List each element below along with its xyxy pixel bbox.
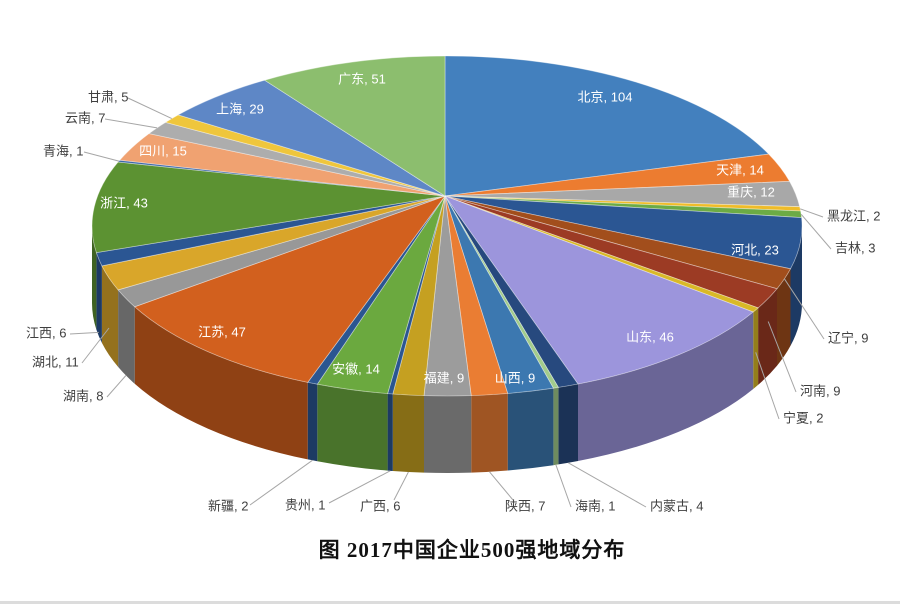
leader-line-3 (800, 208, 824, 218)
leader-line-26 (104, 118, 158, 129)
pie-slice-top-19 (133, 195, 447, 383)
slice-label-inside-5: 河北, 23 (731, 242, 779, 257)
slice-label-inside-2: 重庆, 12 (727, 184, 775, 199)
leader-line-18 (249, 459, 313, 506)
pie-slice-top-22 (95, 195, 446, 267)
leader-line-8 (755, 352, 780, 420)
pie-slice-side-18 (307, 382, 318, 462)
slice-label-inside-12: 山西, 9 (495, 370, 535, 385)
slice-label-inside-17: 安徽, 14 (332, 361, 380, 376)
pie-slice-side-20 (118, 289, 135, 384)
pie-slice-top-15 (392, 195, 446, 397)
pie-slice-top-12 (444, 195, 555, 394)
pie-slice-top-29 (263, 55, 446, 197)
pie-slice-side-9 (578, 312, 754, 461)
slice-label-inside-14: 福建, 9 (424, 370, 464, 385)
pie-slice-side-11 (553, 387, 559, 466)
leader-line-10 (568, 462, 647, 508)
pie-slice-side-7 (758, 288, 777, 385)
slice-label-inside-19: 江苏, 47 (198, 324, 246, 339)
slice-label-inside-23: 浙江, 43 (100, 195, 148, 210)
slice-labels: 北京, 104 天津, 14 重庆, 12 黑龙江, 2 吉林, 3 河北, 23 辽宁, … (26, 71, 880, 513)
slice-label-outside-11: 海南, 1 (575, 498, 615, 513)
leader-line-6 (783, 278, 825, 340)
slice-label-inside-29: 广东, 51 (338, 71, 386, 86)
slice-label-outside-21: 湖北, 11 (32, 354, 79, 369)
pie-top-faces (91, 55, 803, 397)
slice-label-outside-6: 辽宁, 9 (828, 330, 868, 345)
pie-slice-top-17 (316, 195, 446, 395)
leader-line-16 (328, 470, 391, 504)
pie-slice-top-11 (444, 195, 560, 389)
slice-label-outside-13: 陕西, 7 (505, 498, 545, 513)
pie-slice-top-2 (444, 180, 801, 208)
pie-slice-side-23 (92, 226, 97, 330)
chart-title: 图 2017中国企业500强地域分布 (318, 538, 626, 562)
slice-label-outside-10: 内蒙古, 4 (650, 498, 703, 513)
slice-label-outside-24: 青海, 1 (43, 143, 83, 158)
pie-slice-side-5 (790, 226, 802, 346)
slice-label-outside-26: 云南, 7 (65, 110, 105, 125)
pie-slice-top-7 (444, 195, 778, 309)
leader-line-7 (767, 321, 797, 393)
leader-line-27 (127, 97, 173, 120)
slice-label-outside-4: 吉林, 3 (835, 240, 875, 255)
slice-label-inside-25: 四川, 15 (139, 143, 187, 158)
slice-label-inside-9: 山东, 46 (626, 329, 674, 344)
pie-slice-top-13 (444, 195, 509, 397)
leader-line-24 (83, 151, 120, 162)
pie-slice-side-22 (96, 252, 102, 343)
slice-label-outside-16: 贵州, 1 (285, 497, 325, 512)
leader-line-13 (489, 471, 514, 501)
pie-slice-top-21 (101, 195, 446, 291)
leader-line-21 (81, 327, 110, 364)
slice-label-inside-28: 上海, 29 (216, 101, 264, 116)
pie-slice-side-12 (507, 388, 554, 471)
leader-line-4 (800, 213, 832, 250)
pie-slice-side-10 (558, 384, 578, 465)
pie-slice-top-14 (423, 195, 472, 397)
pie-slice-top-5 (444, 195, 803, 270)
slice-label-inside-0: 北京, 104 (578, 89, 633, 104)
leader-line-20 (106, 375, 127, 398)
leader-line-15 (393, 471, 409, 501)
pie-slice-top-1 (444, 153, 791, 197)
pie-slice-side-6 (777, 268, 791, 366)
slice-label-outside-27: 甘肃, 5 (88, 89, 128, 104)
pie-slice-top-25 (118, 133, 446, 197)
page-bottom-edge (0, 601, 900, 604)
pie-slice-top-9 (443, 195, 754, 385)
leader-line-22 (69, 331, 99, 335)
leader-line-11 (555, 464, 572, 508)
slice-label-outside-20: 湖南, 8 (63, 388, 103, 403)
slice-label-outside-18: 新疆, 2 (208, 498, 248, 513)
pie-slice-top-16 (387, 195, 446, 395)
slice-label-outside-15: 广西, 6 (360, 498, 400, 513)
slice-label-outside-8: 宁夏, 2 (783, 410, 823, 425)
pie-slice-side-16 (387, 393, 393, 471)
pie-slice-side-15 (392, 394, 424, 473)
slice-label-outside-22: 江西, 6 (26, 325, 66, 340)
pie-slice-side-21 (101, 265, 119, 367)
pie-slice-top-28 (177, 79, 446, 197)
pie-slice-top-0 (444, 55, 770, 197)
pie-slice-side-17 (317, 384, 388, 471)
slice-label-inside-1: 天津, 14 (716, 162, 764, 177)
pie-slice-top-10 (444, 195, 579, 388)
slice-label-outside-7: 河南, 9 (800, 383, 840, 398)
pie-slice-side-14 (424, 395, 472, 473)
pie-slice-side-13 (471, 393, 508, 473)
leader-lines (69, 97, 832, 508)
pie-slice-side-8 (753, 307, 759, 389)
pie-slice-top-20 (117, 195, 446, 308)
pie-slice-top-23 (91, 161, 446, 254)
pie-slice-top-18 (307, 195, 446, 385)
pie-slice-side-19 (134, 306, 308, 460)
pie-side-faces (92, 226, 802, 473)
slice-label-outside-3: 黑龙江, 2 (827, 208, 880, 223)
pie-slice-top-8 (444, 195, 759, 313)
